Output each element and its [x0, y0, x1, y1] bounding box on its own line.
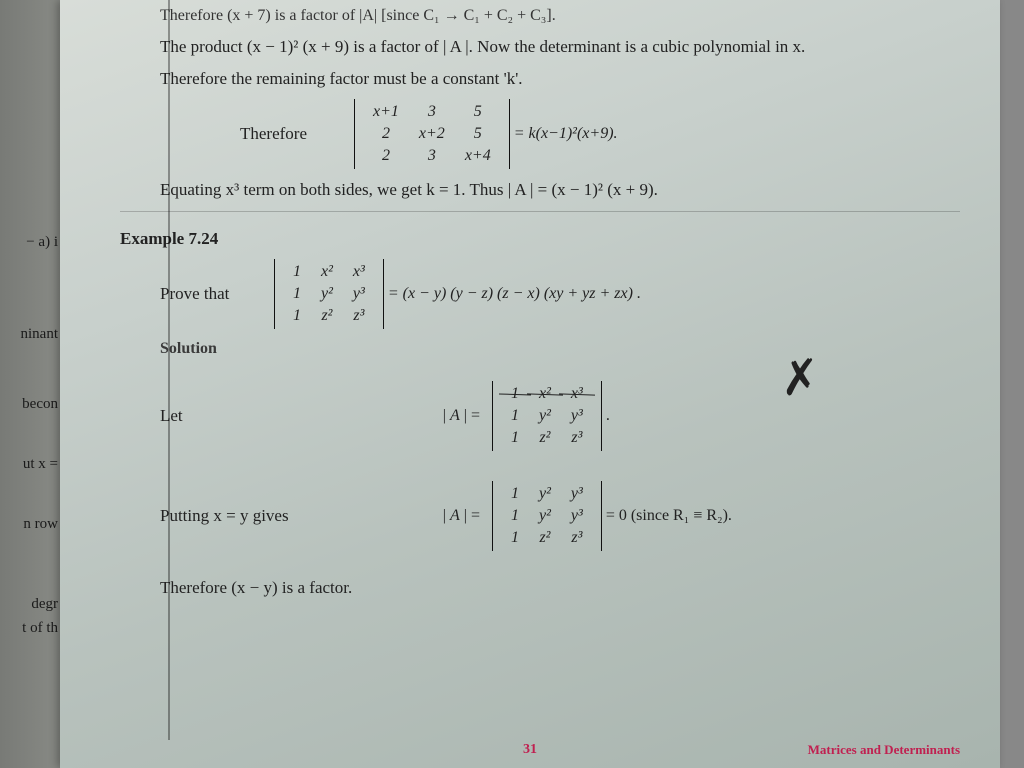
detA-rhs: = k(x−1)²(x+9). [514, 125, 618, 143]
example-heading: Example 7.24 [120, 226, 960, 252]
put-rhs: = 0 (since R₁ ≡ R₂). [606, 507, 732, 525]
line-partial: Therefore (x + 7) is a factor of |A| [si… [160, 4, 960, 28]
textbook-page: Therefore (x + 7) is a factor of |A| [si… [60, 0, 1000, 768]
margin-text: ut x = [0, 456, 58, 473]
therefore-factor: Therefore (x − y) is a factor. [160, 575, 960, 601]
determinant-A: x+135 2x+25 23x+4 [354, 99, 510, 169]
determinant-let: 1x²x³ 1y²y³ 1z²z³ [492, 381, 602, 451]
left-margin-cutoff: − a) i ninant becon ut x = n row degr t … [0, 0, 60, 768]
line-product: The product (x − 1)² (x + 9) is a factor… [160, 34, 960, 60]
margin-text: n row [0, 516, 58, 533]
solution-heading: Solution [160, 337, 960, 361]
determinant-B: 1x²x³ 1y²y³ 1z²z³ [274, 259, 384, 329]
margin-text: − a) i [0, 234, 58, 251]
let-label: Let [160, 406, 240, 426]
prove-label: Prove that [160, 284, 270, 304]
prove-rhs: = (x − y) (y − z) (z − x) (xy + yz + zx)… [388, 285, 641, 303]
putting-label: Putting x = y gives [160, 506, 340, 526]
margin-text: becon [0, 396, 58, 413]
margin-text: ninant [0, 326, 58, 343]
vertical-rule [168, 0, 170, 740]
line-remaining: Therefore the remaining factor must be a… [160, 66, 960, 92]
determinant-put: 1y²y³ 1y²y³ 1z²z³ [492, 481, 602, 551]
margin-text: degr [0, 596, 58, 613]
equating-line: Equating x³ term on both sides, we get k… [160, 177, 960, 203]
therefore-label: Therefore [240, 124, 350, 144]
margin-text: t of th [0, 620, 58, 637]
page-footer: 31 Matrices and Determinants [60, 742, 1000, 758]
handwritten-x-mark: ✗ [778, 348, 823, 407]
chapter-name: Matrices and Determinants [808, 742, 960, 758]
